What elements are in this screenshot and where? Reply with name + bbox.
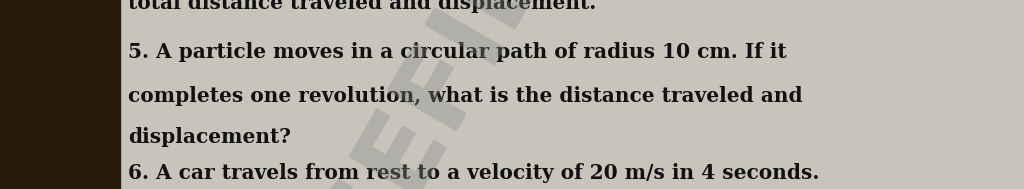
Text: 5. A particle moves in a circular path of radius 10 cm. If it: 5. A particle moves in a circular path o… <box>128 42 786 62</box>
Text: displacement?: displacement? <box>128 127 291 147</box>
Text: completes one revolution, what is the distance traveled and: completes one revolution, what is the di… <box>128 86 803 106</box>
Bar <box>0 0 120 189</box>
Text: 6. A car travels from rest to a velocity of 20 m/s in 4 seconds.: 6. A car travels from rest to a velocity… <box>128 163 819 183</box>
Text: total distance traveled and displacement.: total distance traveled and displacement… <box>128 0 596 13</box>
Text: SEFIL: SEFIL <box>298 0 562 189</box>
